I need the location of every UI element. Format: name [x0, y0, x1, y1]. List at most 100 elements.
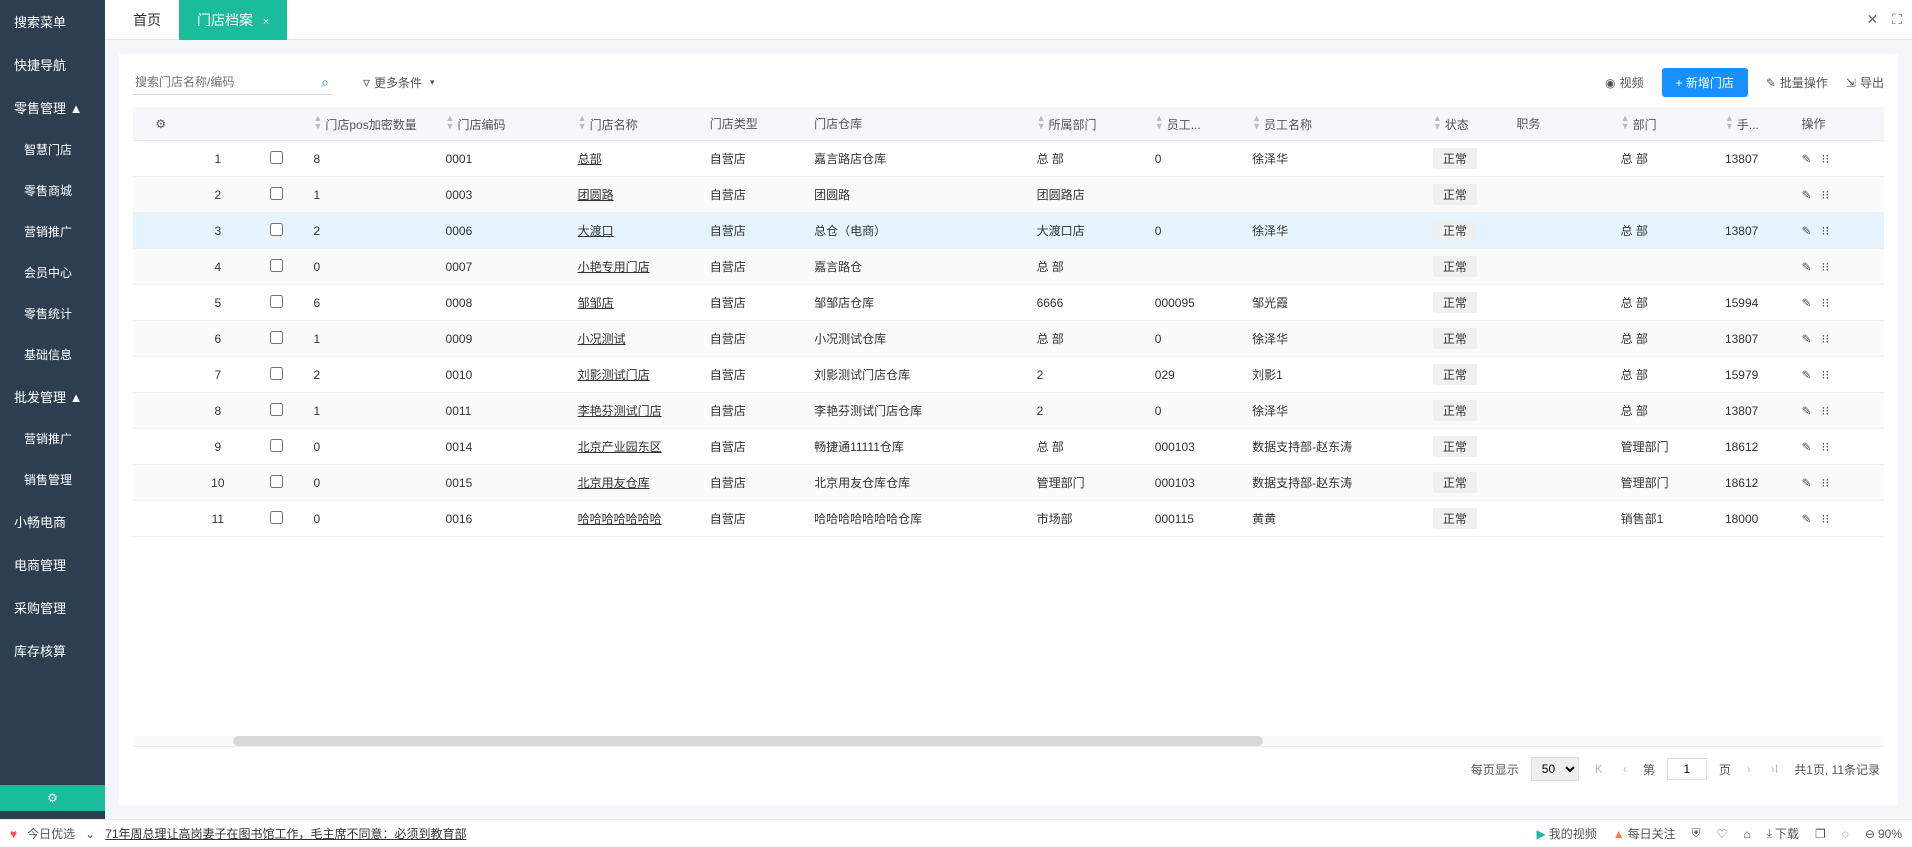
table-row[interactable]: 180001总部自营店嘉言路店仓库总 部0徐泽华正常总 部13807✎⁝⁝: [133, 141, 1884, 177]
sidebar-item[interactable]: 零售统计: [0, 293, 105, 334]
store-name-link[interactable]: 小况测试: [578, 332, 626, 346]
sidebar-item[interactable]: 零售管理 ▲: [0, 86, 105, 129]
heart-icon[interactable]: ♥: [10, 827, 17, 841]
more-row-icon[interactable]: ⁝⁝: [1822, 152, 1830, 166]
more-row-icon[interactable]: ⁝⁝: [1822, 404, 1830, 418]
tab-close-all-icon[interactable]: ✕: [1866, 11, 1878, 28]
footer-icon-2[interactable]: ♡: [1717, 827, 1728, 841]
column-header[interactable]: 操作: [1793, 107, 1884, 141]
prev-page-icon[interactable]: ‹: [1619, 762, 1631, 776]
store-name-link[interactable]: 北京用友仓库: [578, 476, 650, 490]
more-row-icon[interactable]: ⁝⁝: [1822, 512, 1830, 526]
table-row[interactable]: 560008邹邹店自营店邹邹店仓库6666000095邹光霞正常总 部15994…: [133, 285, 1884, 321]
column-header[interactable]: ▲▼所属部门: [1029, 107, 1147, 141]
store-name-link[interactable]: 北京产业园东区: [578, 440, 662, 454]
row-checkbox[interactable]: [270, 475, 283, 488]
sidebar-item[interactable]: 营销推广: [0, 211, 105, 252]
store-name-link[interactable]: 刘影测试门店: [578, 368, 650, 382]
more-row-icon[interactable]: ⁝⁝: [1822, 476, 1830, 490]
edit-row-icon[interactable]: ✎: [1801, 332, 1811, 346]
more-row-icon[interactable]: ⁝⁝: [1822, 188, 1830, 202]
more-row-icon[interactable]: ⁝⁝: [1822, 440, 1830, 454]
tab-home[interactable]: 首页: [115, 0, 179, 40]
more-row-icon[interactable]: ⁝⁝: [1822, 296, 1830, 310]
table-row[interactable]: 610009小况测试自营店小况测试仓库总 部0徐泽华正常总 部13807✎⁝⁝: [133, 321, 1884, 357]
store-name-link[interactable]: 李艳芬测试门店: [578, 404, 662, 418]
first-page-icon[interactable]: K: [1591, 762, 1607, 776]
sidebar-item[interactable]: 采购管理: [0, 586, 105, 629]
table-row[interactable]: 400007小艳专用门店自营店嘉言路仓总 部正常✎⁝⁝: [133, 249, 1884, 285]
zoom-level[interactable]: ⊖ 90%: [1865, 827, 1902, 841]
search-icon[interactable]: ⌕: [321, 74, 329, 91]
sidebar-item[interactable]: 库存核算: [0, 629, 105, 672]
sidebar-settings-gear[interactable]: ⚙: [0, 785, 105, 811]
tab-store-archive[interactable]: 门店档案 ×: [179, 0, 287, 40]
edit-row-icon[interactable]: ✎: [1801, 404, 1811, 418]
row-checkbox[interactable]: [270, 223, 283, 236]
horizontal-scrollbar[interactable]: [133, 736, 1884, 746]
column-header[interactable]: ▲▼员工名称: [1244, 107, 1425, 141]
video-link[interactable]: ◉ 视频: [1605, 74, 1644, 91]
table-row[interactable]: 810011李艳芬测试门店自营店李艳芬测试门店仓库20徐泽华正常总 部13807…: [133, 393, 1884, 429]
more-row-icon[interactable]: ⁝⁝: [1822, 260, 1830, 274]
edit-row-icon[interactable]: ✎: [1801, 368, 1811, 382]
edit-row-icon[interactable]: ✎: [1801, 440, 1811, 454]
download-link[interactable]: ⤓ 下载: [1767, 825, 1799, 842]
row-checkbox[interactable]: [270, 259, 283, 272]
row-checkbox[interactable]: [270, 367, 283, 380]
edit-row-icon[interactable]: ✎: [1801, 152, 1811, 166]
row-checkbox[interactable]: [270, 331, 283, 344]
store-name-link[interactable]: 大渡口: [578, 224, 614, 238]
store-name-link[interactable]: 哈哈哈哈哈哈哈: [578, 512, 662, 526]
column-header[interactable]: 门店类型: [702, 107, 806, 141]
store-name-link[interactable]: 小艳专用门店: [578, 260, 650, 274]
export-link[interactable]: ⇲ 导出: [1846, 74, 1884, 91]
more-row-icon[interactable]: ⁝⁝: [1822, 224, 1830, 238]
sidebar-item[interactable]: 批发管理 ▲: [0, 375, 105, 418]
row-checkbox[interactable]: [270, 151, 283, 164]
column-header[interactable]: ▲▼门店名称: [570, 107, 702, 141]
footer-icon-5[interactable]: ◌: [1842, 827, 1849, 841]
table-row[interactable]: 320006大渡口自营店总仓（电商）大渡口店0徐泽华正常总 部13807✎⁝⁝: [133, 213, 1884, 249]
sidebar-item[interactable]: 营销推广: [0, 418, 105, 459]
search-input[interactable]: [133, 70, 333, 95]
store-name-link[interactable]: 团圆路: [578, 188, 614, 202]
table-row[interactable]: 210003团圆路自营店团圆路团圆路店正常✎⁝⁝: [133, 177, 1884, 213]
sidebar-item[interactable]: 智慧门店: [0, 129, 105, 170]
store-name-link[interactable]: 邹邹店: [578, 296, 614, 310]
my-video-link[interactable]: ▶我的视频: [1536, 825, 1596, 842]
edit-row-icon[interactable]: ✎: [1801, 260, 1811, 274]
sidebar-item[interactable]: 基础信息: [0, 334, 105, 375]
column-header[interactable]: 职务: [1508, 107, 1612, 141]
sidebar-item[interactable]: 电商管理: [0, 543, 105, 586]
footer-icon-1[interactable]: ⛨: [1692, 826, 1701, 841]
table-row[interactable]: 1100016哈哈哈哈哈哈哈自营店哈哈哈哈哈哈哈仓库市场部000115黄黄正常销…: [133, 501, 1884, 537]
page-input[interactable]: [1667, 758, 1707, 780]
column-header[interactable]: ▲▼门店pos加密数量: [305, 107, 437, 141]
daily-focus-link[interactable]: ▲每日关注: [1613, 825, 1676, 842]
row-checkbox[interactable]: [270, 295, 283, 308]
row-checkbox[interactable]: [270, 511, 283, 524]
sidebar-item[interactable]: 零售商城: [0, 170, 105, 211]
next-page-icon[interactable]: ›: [1743, 762, 1755, 776]
sidebar-item[interactable]: 小畅电商: [0, 500, 105, 543]
today-pick[interactable]: 今日优选: [27, 825, 75, 842]
table-row[interactable]: 900014北京产业园东区自营店畅捷通11111仓库总 部000103数据支持部…: [133, 429, 1884, 465]
column-header[interactable]: ▲▼状态: [1425, 107, 1508, 141]
table-row[interactable]: 720010刘影测试门店自营店刘影测试门店仓库2029刘影1正常总 部15979…: [133, 357, 1884, 393]
column-settings-icon[interactable]: ⚙: [133, 107, 189, 141]
row-checkbox[interactable]: [270, 187, 283, 200]
close-icon[interactable]: ×: [263, 16, 269, 28]
more-row-icon[interactable]: ⁝⁝: [1822, 368, 1830, 382]
sidebar-item[interactable]: 销售管理: [0, 459, 105, 500]
footer-icon-3[interactable]: ⌂: [1743, 827, 1750, 841]
batch-ops[interactable]: ✎ 批量操作: [1766, 74, 1828, 91]
chevron-down-icon[interactable]: ⌄: [85, 827, 95, 841]
last-page-icon[interactable]: ›I: [1767, 762, 1782, 776]
column-header[interactable]: ▲▼门店编码: [438, 107, 570, 141]
row-checkbox[interactable]: [270, 403, 283, 416]
store-name-link[interactable]: 总部: [578, 152, 602, 166]
column-header[interactable]: ▲▼员工...: [1147, 107, 1244, 141]
footer-icon-4[interactable]: ❐: [1815, 827, 1826, 841]
add-store-button[interactable]: + 新增门店: [1662, 68, 1748, 97]
